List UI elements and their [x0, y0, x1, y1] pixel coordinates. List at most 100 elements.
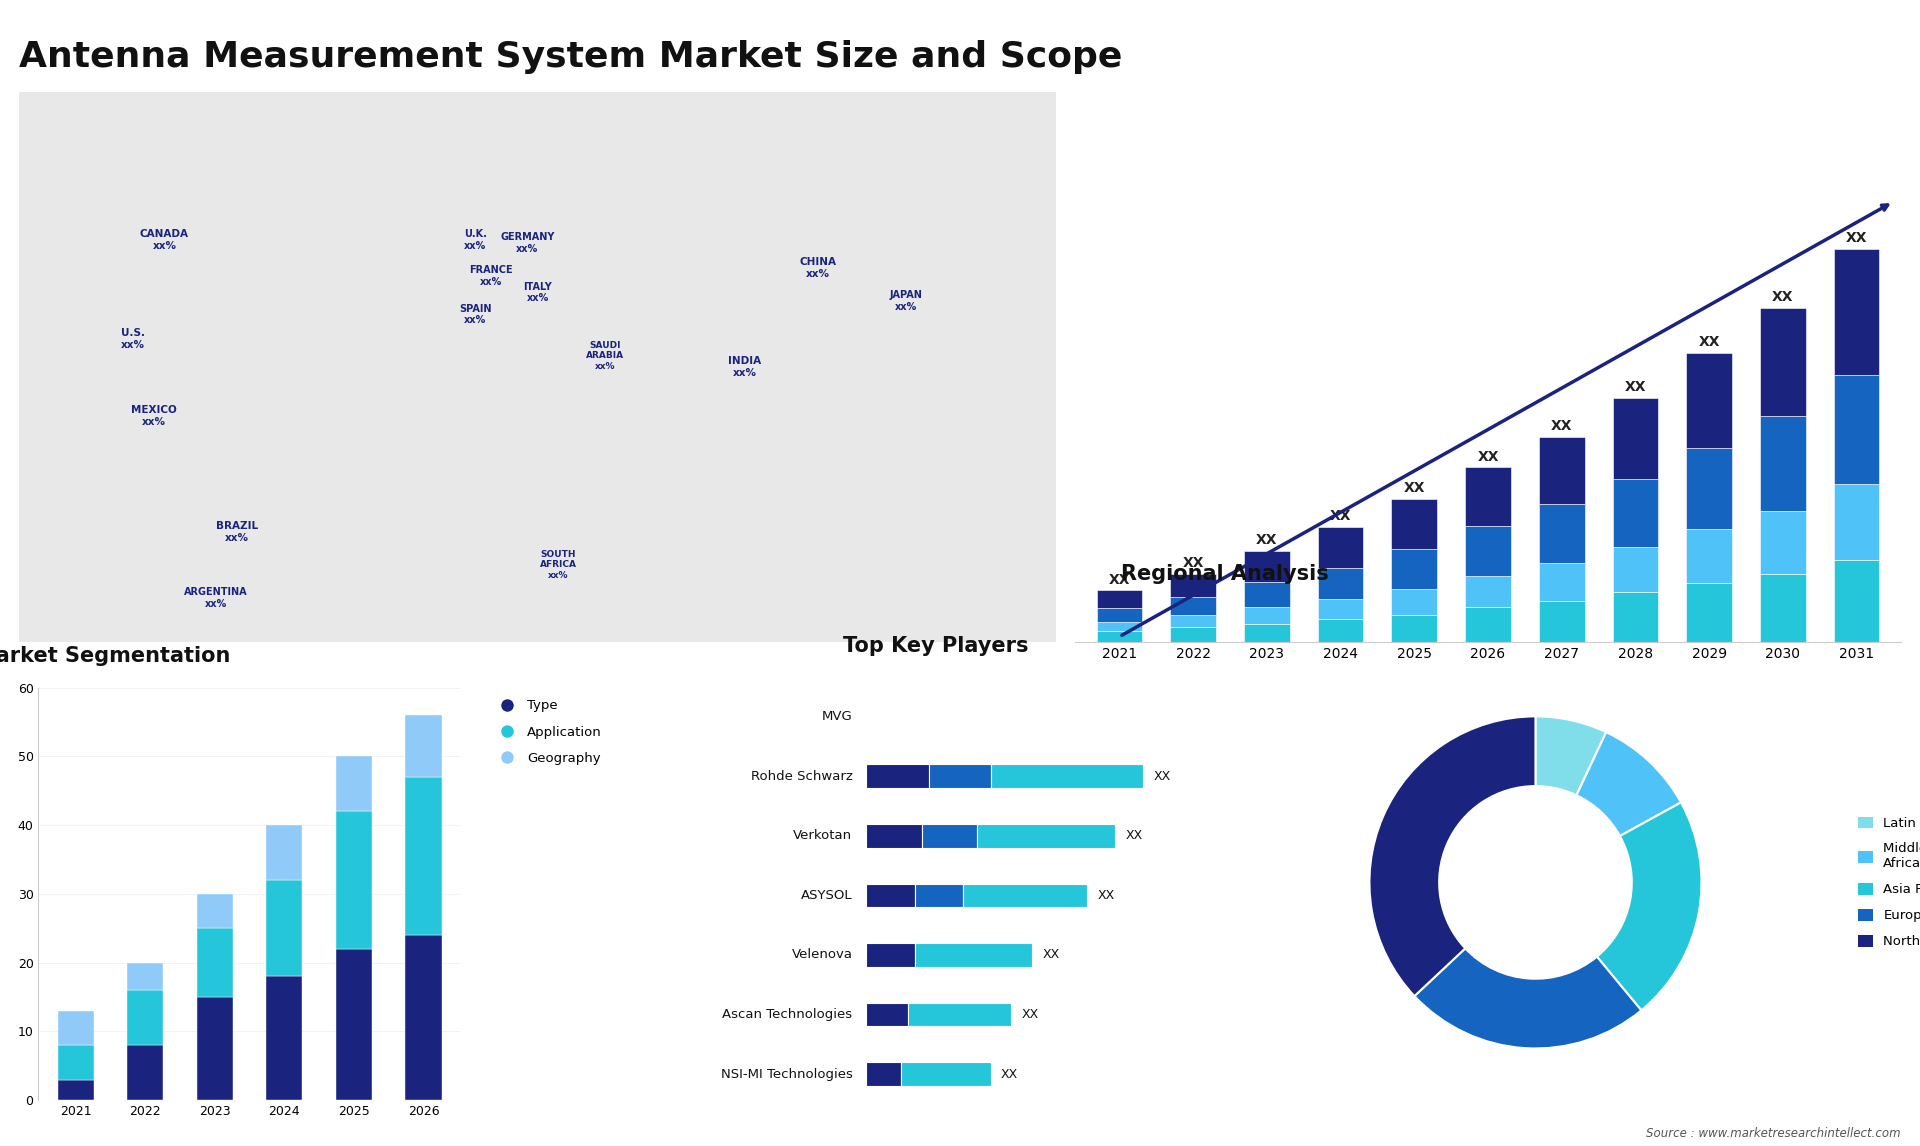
Text: ASYSOL: ASYSOL: [801, 889, 852, 902]
Bar: [1392, 499, 1438, 549]
Bar: [1465, 526, 1511, 575]
Bar: [336, 756, 372, 811]
Text: JAPAN
xx%: JAPAN xx%: [889, 290, 922, 312]
Text: Regional Analysis: Regional Analysis: [1121, 564, 1329, 583]
Bar: [1761, 511, 1805, 574]
Bar: [1834, 375, 1880, 484]
Legend: Type, Application, Geography: Type, Application, Geography: [488, 694, 607, 770]
Bar: [1096, 609, 1142, 622]
Text: Market Segmentation: Market Segmentation: [0, 646, 230, 666]
Text: XX: XX: [1331, 510, 1352, 524]
Bar: [1244, 582, 1290, 607]
Text: INTELLECT: INTELLECT: [1803, 81, 1857, 91]
Bar: [196, 928, 232, 997]
Circle shape: [1473, 819, 1599, 945]
Bar: [1465, 468, 1511, 526]
Text: ITALY
xx%: ITALY xx%: [524, 282, 551, 304]
FancyBboxPatch shape: [922, 824, 977, 848]
Bar: [1317, 527, 1363, 567]
Bar: [58, 1011, 94, 1045]
Bar: [1834, 560, 1880, 642]
Bar: [1392, 614, 1438, 642]
Bar: [1244, 623, 1290, 642]
Bar: [405, 777, 442, 935]
Text: SPAIN
xx%: SPAIN xx%: [459, 304, 492, 325]
Bar: [1613, 592, 1659, 642]
Bar: [127, 1045, 163, 1100]
FancyBboxPatch shape: [964, 884, 1087, 908]
Text: XX: XX: [1256, 533, 1277, 547]
Bar: [1834, 249, 1880, 375]
Bar: [58, 1045, 94, 1080]
Bar: [336, 811, 372, 949]
Bar: [196, 894, 232, 928]
FancyBboxPatch shape: [991, 764, 1142, 788]
Text: Antenna Measurement System Market Size and Scope: Antenna Measurement System Market Size a…: [19, 40, 1123, 74]
Bar: [405, 715, 442, 777]
FancyBboxPatch shape: [866, 824, 922, 848]
Text: NSI-MI Technologies: NSI-MI Technologies: [720, 1068, 852, 1081]
Bar: [1834, 484, 1880, 560]
Wedge shape: [1415, 949, 1642, 1049]
Bar: [1465, 575, 1511, 607]
Polygon shape: [1655, 39, 1784, 93]
Text: XX: XX: [1125, 830, 1142, 842]
Text: INDIA
xx%: INDIA xx%: [728, 356, 762, 377]
Text: ARGENTINA
xx%: ARGENTINA xx%: [184, 587, 248, 609]
Bar: [1171, 574, 1215, 597]
Text: MVG: MVG: [822, 711, 852, 723]
Bar: [1761, 416, 1805, 511]
Text: MEXICO
xx%: MEXICO xx%: [131, 406, 177, 427]
Wedge shape: [1536, 716, 1607, 795]
Bar: [336, 949, 372, 1100]
Wedge shape: [1597, 802, 1701, 1011]
Text: XX: XX: [1108, 573, 1131, 587]
Bar: [58, 1080, 94, 1100]
Text: XX: XX: [1000, 1068, 1018, 1081]
Bar: [1538, 563, 1584, 602]
Text: U.S.
xx%: U.S. xx%: [121, 329, 146, 350]
Text: Velenova: Velenova: [791, 949, 852, 961]
FancyBboxPatch shape: [866, 1062, 900, 1086]
FancyBboxPatch shape: [866, 943, 914, 967]
FancyBboxPatch shape: [914, 884, 964, 908]
Bar: [1171, 597, 1215, 614]
Bar: [1613, 547, 1659, 592]
Text: U.K.
xx%: U.K. xx%: [465, 229, 488, 251]
Bar: [267, 825, 303, 880]
Text: XX: XX: [1154, 770, 1171, 783]
Legend: Latin America, Middle East &
Africa, Asia Pacific, Europe, North America: Latin America, Middle East & Africa, Asi…: [1859, 816, 1920, 949]
Wedge shape: [1576, 732, 1682, 837]
Bar: [267, 976, 303, 1100]
FancyBboxPatch shape: [19, 92, 1056, 642]
Bar: [1171, 627, 1215, 642]
Text: CHINA
xx%: CHINA xx%: [799, 257, 835, 278]
Text: Verkotan: Verkotan: [793, 830, 852, 842]
Text: XX: XX: [1699, 335, 1720, 350]
Bar: [267, 880, 303, 976]
Text: XX: XX: [1476, 450, 1500, 464]
FancyBboxPatch shape: [914, 943, 1033, 967]
Bar: [1096, 590, 1142, 609]
FancyBboxPatch shape: [866, 1003, 908, 1027]
Text: CANADA
xx%: CANADA xx%: [140, 229, 188, 251]
Bar: [1686, 448, 1732, 528]
FancyBboxPatch shape: [866, 884, 914, 908]
Text: Top Key Players: Top Key Players: [843, 636, 1029, 656]
Bar: [127, 963, 163, 990]
Text: XX: XX: [1043, 949, 1060, 961]
Text: BRAZIL
xx%: BRAZIL xx%: [215, 521, 257, 542]
Bar: [1538, 602, 1584, 642]
Bar: [1096, 631, 1142, 642]
FancyBboxPatch shape: [929, 764, 991, 788]
Bar: [405, 935, 442, 1100]
Text: FRANCE
xx%: FRANCE xx%: [468, 265, 513, 286]
Text: Ascan Technologies: Ascan Technologies: [722, 1008, 852, 1021]
Text: GERMANY
xx%: GERMANY xx%: [499, 233, 555, 253]
Bar: [1613, 479, 1659, 547]
Bar: [1317, 619, 1363, 642]
Text: XX: XX: [1845, 231, 1868, 245]
Bar: [1317, 567, 1363, 599]
Bar: [1686, 583, 1732, 642]
Text: XX: XX: [1183, 557, 1204, 571]
